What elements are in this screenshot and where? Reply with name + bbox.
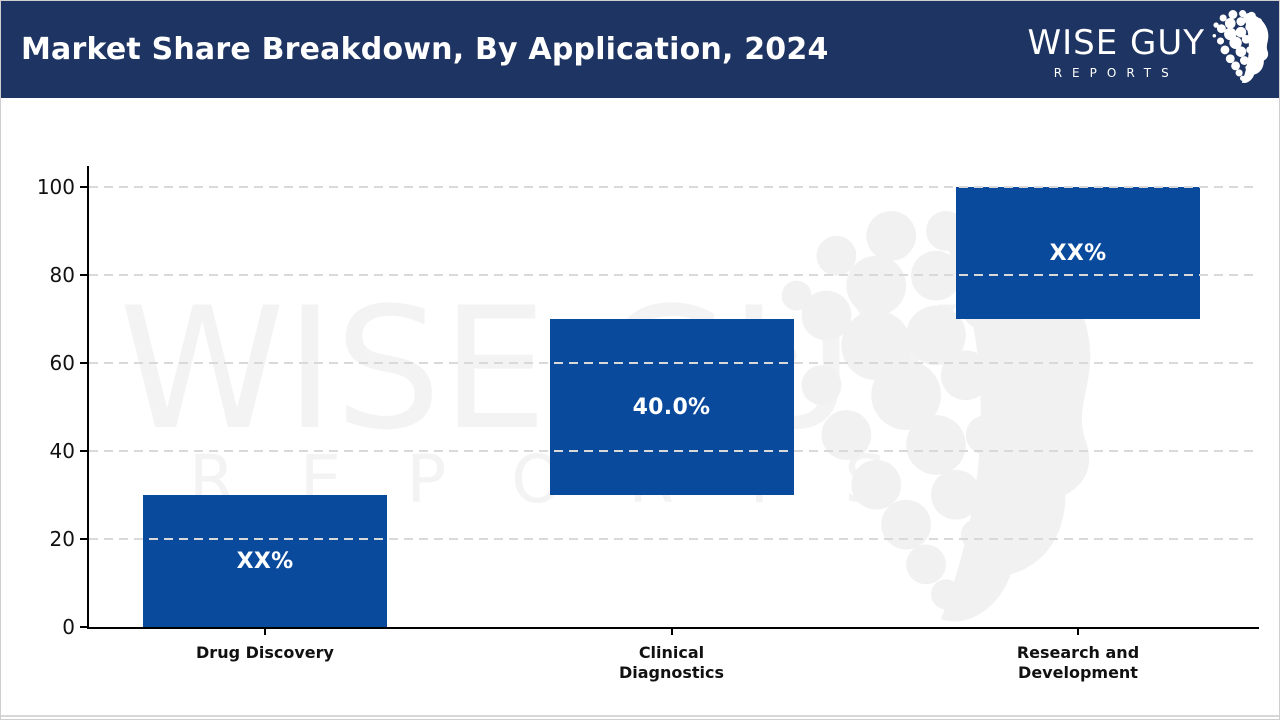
- gridline: [89, 186, 1259, 188]
- brand-logo: WISE GUY REPORTS: [1027, 7, 1271, 93]
- header-bar: Market Share Breakdown, By Application, …: [1, 1, 1279, 98]
- x-tick-mark: [670, 629, 673, 635]
- gridline: [89, 538, 1259, 540]
- y-tick-label: 80: [49, 263, 75, 287]
- y-tick-mark: [80, 626, 87, 628]
- y-tick-label: 60: [49, 351, 75, 375]
- y-tick-label: 100: [36, 175, 75, 199]
- x-tick-mark: [1077, 629, 1079, 635]
- gridline: [89, 450, 1259, 452]
- y-tick-mark: [80, 450, 87, 452]
- bar-segment: XX%: [143, 495, 387, 627]
- x-category-label: Research and Development: [1016, 643, 1140, 682]
- page-title: Market Share Breakdown, By Application, …: [21, 32, 829, 67]
- logo-line1: WISE GUY: [1027, 23, 1205, 63]
- bottom-divider: [1, 715, 1279, 717]
- y-axis-line: [87, 166, 89, 629]
- bar-value-label: XX%: [1049, 240, 1107, 266]
- y-tick-mark: [80, 186, 87, 188]
- y-tick-mark: [80, 538, 87, 540]
- bar-value-label: 40.0%: [632, 394, 711, 420]
- gridline: [89, 274, 1259, 276]
- logo-line2: REPORTS: [1053, 66, 1179, 80]
- bar-segment: 40.0%: [549, 319, 794, 495]
- bar-value-label: XX%: [236, 548, 294, 574]
- y-tick-label: 40: [49, 439, 75, 463]
- y-tick-mark: [80, 362, 87, 364]
- logo-wordmark: WISE GUY REPORTS: [1027, 23, 1205, 80]
- y-tick-mark: [80, 274, 87, 276]
- y-tick-label: 20: [49, 527, 75, 551]
- x-category-label: Drug Discovery: [196, 643, 334, 662]
- x-tick-mark: [264, 629, 266, 635]
- x-category-label: Clinical Diagnostics: [618, 643, 725, 682]
- x-axis-line: [87, 627, 1259, 629]
- bar-segment: XX%: [956, 187, 1200, 319]
- y-tick-label: 0: [62, 615, 75, 639]
- gridline: [89, 362, 1259, 364]
